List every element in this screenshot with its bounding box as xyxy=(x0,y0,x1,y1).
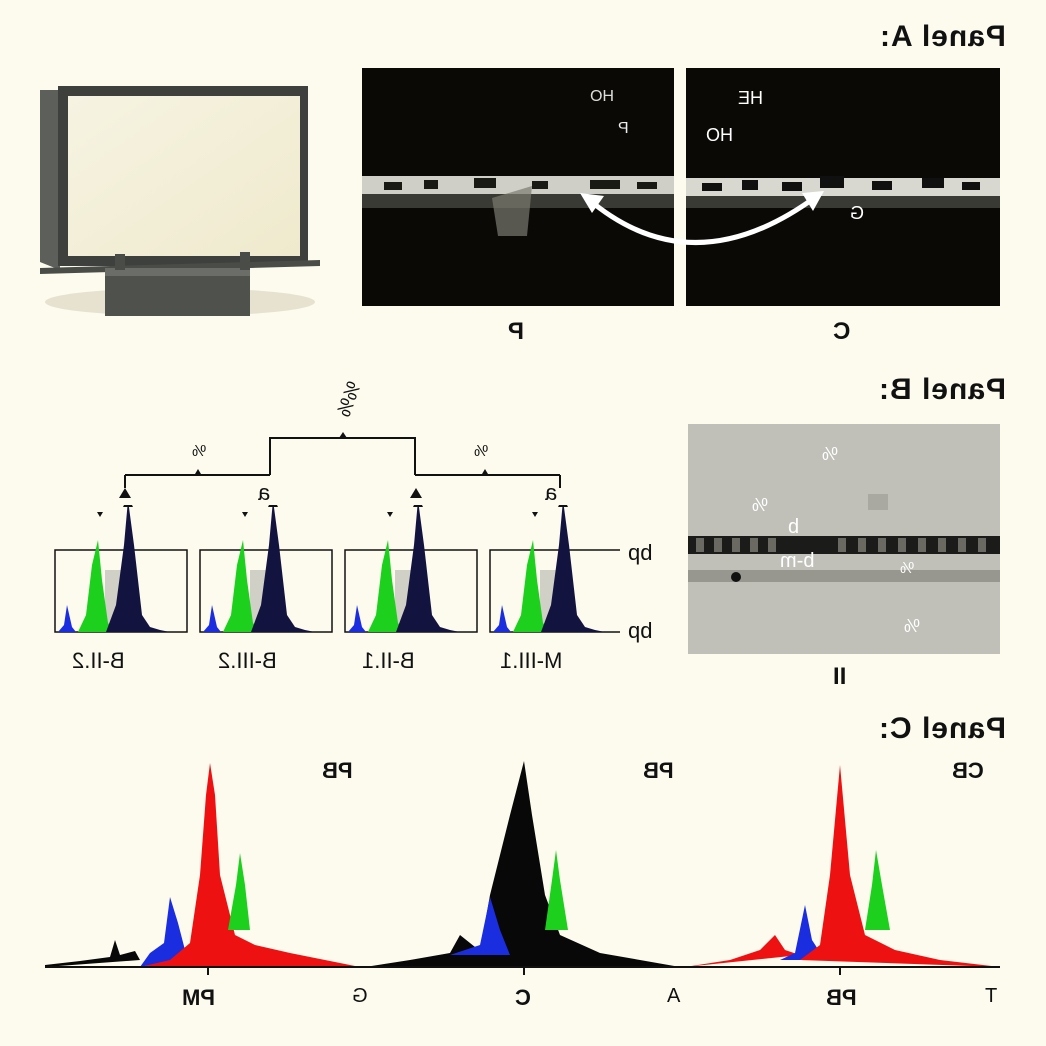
gel-b-annotation-2: % xyxy=(752,495,769,515)
sample-electropherograms xyxy=(54,505,620,633)
pedigree-tree xyxy=(119,432,561,498)
row-label-bp-2: bp xyxy=(628,618,653,643)
panel-a-gel-image xyxy=(362,68,1000,306)
axis-label-c: C xyxy=(515,985,531,1010)
panel-c-traces xyxy=(45,761,1000,975)
gel-b-annotation-5: % xyxy=(900,560,915,577)
sample-label-4: M-III.1 xyxy=(500,648,563,673)
gel-a-right-label: C xyxy=(833,318,851,345)
axis-label-g: G xyxy=(352,985,368,1007)
tree-mark-a-1: a xyxy=(258,480,271,505)
gel-a-left-label: P xyxy=(508,318,525,345)
gel-b-annotation-b: b xyxy=(788,516,800,538)
panel-a-title: Panel A: xyxy=(879,20,1006,53)
tree-root-label: %% xyxy=(332,378,366,420)
sample-label-2: B-III.2 xyxy=(218,648,277,673)
tree-left-label: % xyxy=(192,443,207,460)
row-label-bp-1: bp xyxy=(628,540,653,565)
gel-b-annotation-6: % xyxy=(904,616,921,636)
sample-label-3: B-II.1 xyxy=(362,648,415,673)
gel-b-annotation-1: % xyxy=(822,444,839,464)
gel-a-left-annotation-ho: HO xyxy=(590,88,614,105)
trace-1 xyxy=(45,763,360,967)
tree-right-label: % xyxy=(474,443,489,460)
axis-label-a: A xyxy=(667,985,681,1007)
gel-a-right-annotation-g: G xyxy=(850,203,865,223)
panel-c-title: Panel C: xyxy=(877,712,1006,745)
gel-a-left-annotation-p: P xyxy=(618,120,629,137)
gel-a-right-annotation-ho: HO xyxy=(706,125,733,145)
trace-3 xyxy=(685,765,1000,967)
gel-a-right-annotation-he: HE xyxy=(738,88,764,108)
panel-b-title: Panel B: xyxy=(877,373,1006,406)
gel-b-label: II xyxy=(833,663,847,690)
gel-b-annotation-bm: b-m xyxy=(780,550,815,572)
panel-b-gel-image xyxy=(688,424,1000,654)
sample-label-1: B-II.2 xyxy=(72,648,125,673)
tree-mark-a-2: a xyxy=(545,480,558,505)
axis-label-t: T xyxy=(985,985,998,1007)
monitor-illustration xyxy=(40,86,320,316)
trace-2 xyxy=(365,761,680,967)
axis-label-pm: PM xyxy=(182,985,215,1010)
axis-label-pb: PB xyxy=(826,985,857,1010)
